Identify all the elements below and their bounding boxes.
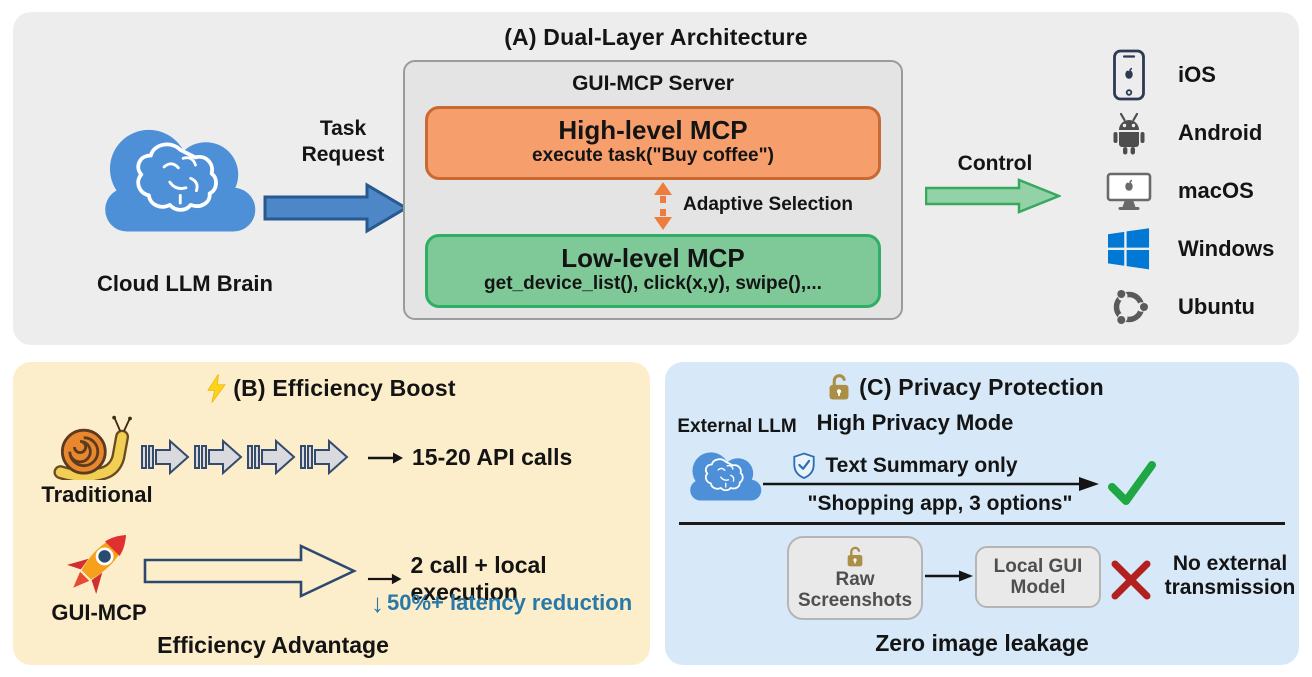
efficiency-advantage-label: Efficiency Advantage xyxy=(157,632,389,658)
text-summary-row: Text Summary only xyxy=(755,452,1055,480)
macos-icon xyxy=(1105,171,1153,211)
text-summary-label: Text Summary only xyxy=(825,454,1018,477)
raw-screenshots-label: Raw Screenshots xyxy=(797,568,913,611)
local-flow-arrow-icon xyxy=(925,570,973,582)
step-arrow-icon xyxy=(141,438,190,476)
panel-efficiency-boost: (B) Efficiency Boost Traditional xyxy=(13,362,650,665)
step-arrow-icon xyxy=(194,438,243,476)
platform-row-windows: Windows xyxy=(1105,220,1295,278)
down-arrow-icon: ↓ xyxy=(371,588,384,618)
cross-icon xyxy=(1111,560,1151,600)
arrow-right-icon xyxy=(367,573,402,585)
control-label: Control xyxy=(957,152,1033,175)
platform-label: Android xyxy=(1178,120,1263,145)
panel-b-title-row: (B) Efficiency Boost xyxy=(13,374,650,403)
traditional-result: 15-20 API calls xyxy=(367,444,572,471)
low-level-title: Low-level MCP xyxy=(561,243,745,273)
local-gui-model-box: Local GUI Model xyxy=(975,546,1101,608)
adaptive-selection-arrow-icon xyxy=(654,182,672,230)
latency-note: ↓ 50%+ latency reduction xyxy=(371,588,633,618)
platform-row-ubuntu: Ubuntu xyxy=(1105,278,1295,336)
server-title: GUI-MCP Server xyxy=(572,72,734,95)
high-level-subtitle: execute task("Buy coffee") xyxy=(532,144,774,166)
lightning-icon xyxy=(207,374,227,403)
high-privacy-mode-label: High Privacy Mode xyxy=(816,410,1014,435)
ios-icon xyxy=(1105,49,1153,101)
platform-list: iOS Andr xyxy=(1105,46,1295,336)
zero-image-leakage-label: Zero image leakage xyxy=(875,630,1089,656)
platform-label: Ubuntu xyxy=(1178,294,1255,319)
step-arrow-icon xyxy=(247,438,296,476)
low-level-mcp-box: Low-level MCP get_device_list(), click(x… xyxy=(425,234,881,308)
panel-a-title: (A) Dual-Layer Architecture xyxy=(504,24,808,50)
high-level-mcp-box: High-level MCP execute task("Buy coffee"… xyxy=(425,106,881,180)
cloud-llm-brain: Cloud LLM Brain xyxy=(75,108,295,297)
platform-label: Windows xyxy=(1178,236,1275,261)
task-request-arrow-icon xyxy=(263,182,409,234)
raw-screenshots-box: Raw Screenshots xyxy=(787,536,923,620)
snail-icon xyxy=(53,415,132,480)
task-request-label: Task Request xyxy=(301,117,385,166)
local-gui-model-label: Local GUI Model xyxy=(993,555,1083,598)
platform-row-ios: iOS xyxy=(1105,46,1295,104)
panel-dual-layer-architecture: (A) Dual-Layer Architecture Cloud LLM Br… xyxy=(13,12,1299,345)
ubuntu-icon xyxy=(1105,285,1153,329)
panel-c-title-row: (C) Privacy Protection xyxy=(665,372,1265,403)
step-arrow-icon xyxy=(300,438,349,476)
panel-privacy-protection: (C) Privacy Protection External LLM High… xyxy=(665,362,1299,665)
divider xyxy=(679,522,1285,525)
control-arrow-icon xyxy=(925,178,1061,214)
android-icon xyxy=(1105,110,1153,156)
windows-icon xyxy=(1105,228,1153,270)
rocket-icon xyxy=(67,534,127,594)
lock-icon xyxy=(845,545,865,569)
no-external-transmission-label: No external transmission xyxy=(1164,552,1296,600)
gui-mcp-result: 2 call + local execution xyxy=(367,552,650,606)
gui-mcp-label: GUI-MCP xyxy=(51,600,147,625)
low-level-subtitle: get_device_list(), click(x,y), swipe(),.… xyxy=(484,272,822,294)
summary-quote: "Shopping app, 3 options" xyxy=(807,492,1073,515)
cloud-llm-brain-label: Cloud LLM Brain xyxy=(97,271,273,296)
traditional-label: Traditional xyxy=(41,482,153,507)
high-level-title: High-level MCP xyxy=(558,115,748,145)
panel-c-title: (C) Privacy Protection xyxy=(859,374,1104,400)
platform-label: macOS xyxy=(1178,178,1254,203)
lock-icon xyxy=(826,372,852,403)
arrow-right-icon xyxy=(368,452,403,463)
gui-mcp-server-box: GUI-MCP Server High-level MCP execute ta… xyxy=(403,60,903,320)
platform-label: iOS xyxy=(1178,62,1216,87)
platform-row-macos: macOS xyxy=(1105,162,1295,220)
external-llm-label: External LLM xyxy=(677,416,797,437)
adaptive-selection-label: Adaptive Selection xyxy=(683,194,853,215)
cloud-brain-icon xyxy=(87,108,283,260)
platform-row-android: Android xyxy=(1105,104,1295,162)
check-icon xyxy=(1108,461,1156,505)
panel-b-title: (B) Efficiency Boost xyxy=(233,375,456,401)
single-call-arrow-icon xyxy=(143,543,357,599)
summary-arrow-icon xyxy=(763,477,1099,491)
shield-check-icon xyxy=(793,452,816,480)
step-arrows xyxy=(141,436,350,478)
